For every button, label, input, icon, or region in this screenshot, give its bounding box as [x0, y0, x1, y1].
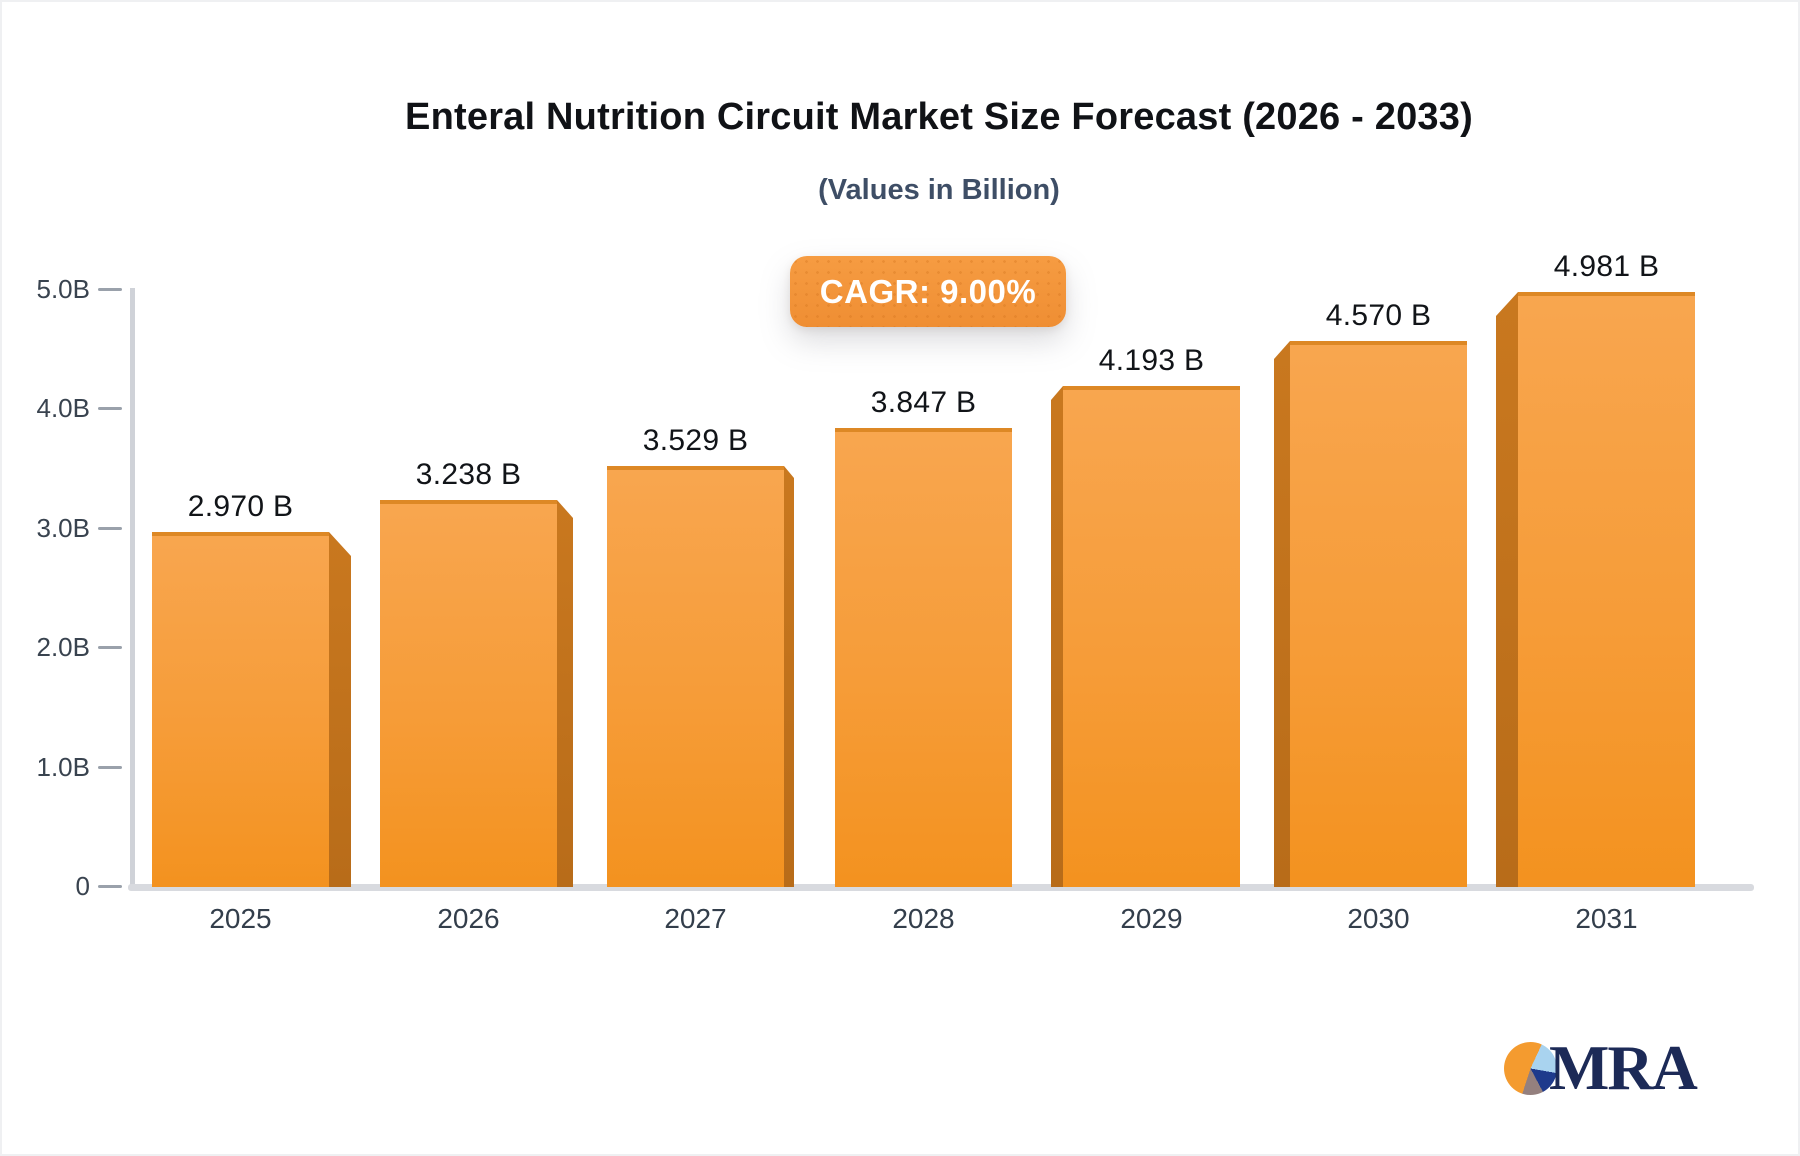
bar-face-2031 — [1518, 292, 1695, 887]
y-axis-line — [130, 288, 135, 887]
bar-3d-side-2030 — [1274, 341, 1290, 887]
cagr-badge: CAGR: 9.00% — [790, 256, 1066, 327]
bar-2027 — [607, 466, 794, 887]
x-axis-baseline — [128, 884, 1754, 891]
x-category-label-2026: 2026 — [437, 903, 500, 934]
bar-value-label-2025: 2.970 B — [187, 490, 294, 523]
y-tick-label: 2.0B — [36, 632, 91, 662]
bar-value-label-2031: 4.981 B — [1553, 250, 1660, 283]
bar-value-label-2029: 4.193 B — [1098, 344, 1205, 377]
bar-3d-side-2031 — [1496, 292, 1518, 887]
bar-3d-side-2027 — [784, 466, 794, 887]
bar-value-label-2027: 3.529 B — [642, 424, 749, 457]
bar-value-label-2028: 3.847 B — [870, 386, 977, 419]
pie-chart-logo-icon — [1504, 1042, 1557, 1095]
bar-3d-side-2025 — [329, 532, 351, 887]
x-category-label-2025: 2025 — [209, 903, 272, 934]
bar-3d-side-2029 — [1051, 386, 1063, 887]
bar-face-2029 — [1063, 386, 1240, 887]
bar-2030 — [1274, 341, 1467, 887]
y-tick-mark — [98, 885, 122, 888]
y-tick-mark — [98, 646, 122, 649]
bar-face-2026 — [380, 500, 557, 887]
bar-2031 — [1496, 292, 1695, 887]
bar-3d-side-2026 — [557, 500, 573, 887]
bar-face-2025 — [152, 532, 329, 887]
mra-logo: MRA — [1502, 1036, 1762, 1106]
y-tick-mark — [98, 288, 122, 291]
bar-value-label-2030: 4.570 B — [1325, 299, 1432, 332]
y-tick-label: 3.0B — [36, 513, 91, 543]
x-category-label-2029: 2029 — [1120, 903, 1183, 934]
y-tick-mark — [98, 766, 122, 769]
y-tick-mark — [98, 527, 122, 530]
bar-face-2030 — [1290, 341, 1467, 887]
y-tick-mark — [98, 407, 122, 410]
y-tick-label: 0 — [75, 871, 90, 901]
bar-2025 — [152, 532, 351, 887]
x-category-label-2028: 2028 — [892, 903, 955, 934]
y-tick-label: 4.0B — [36, 393, 91, 423]
chart-title: Enteral Nutrition Circuit Market Size Fo… — [405, 96, 1473, 138]
y-tick-label: 1.0B — [36, 752, 91, 782]
cagr-badge-label: CAGR: 9.00% — [819, 272, 1037, 310]
bar-face-2028 — [835, 428, 1012, 887]
logo-text: MRA — [1549, 1032, 1698, 1103]
bar-face-2027 — [607, 466, 784, 887]
y-tick-label: 5.0B — [36, 274, 91, 304]
x-category-label-2031: 2031 — [1575, 903, 1638, 934]
bar-2028 — [835, 428, 1012, 887]
x-category-label-2027: 2027 — [664, 903, 727, 934]
bar-value-label-2026: 3.238 B — [415, 458, 522, 491]
bar-2026 — [380, 500, 573, 887]
x-category-label-2030: 2030 — [1347, 903, 1410, 934]
bar-2029 — [1051, 386, 1240, 887]
chart-subtitle: (Values in Billion) — [818, 174, 1060, 206]
